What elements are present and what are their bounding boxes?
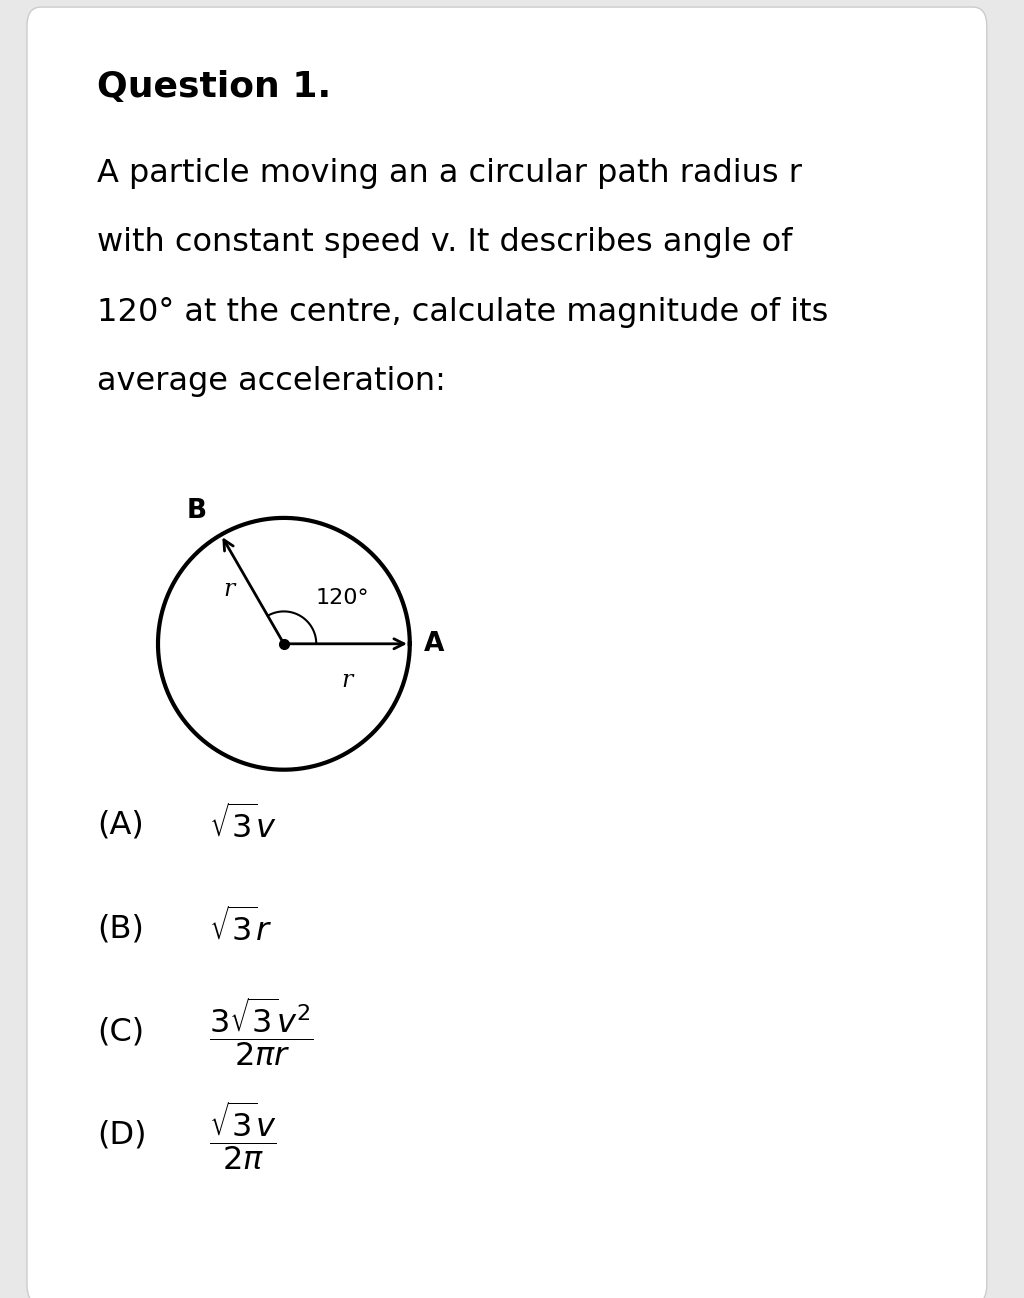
Text: $\dfrac{3\sqrt{3}v^2}{2\pi r}$: $\dfrac{3\sqrt{3}v^2}{2\pi r}$: [209, 996, 313, 1068]
Text: with constant speed v. It describes angle of: with constant speed v. It describes angl…: [97, 227, 793, 258]
Text: B: B: [186, 498, 207, 524]
Text: 120°: 120°: [315, 588, 370, 609]
Text: $\sqrt{3}v$: $\sqrt{3}v$: [209, 806, 276, 845]
Text: Question 1.: Question 1.: [97, 70, 331, 104]
Text: (A): (A): [97, 810, 143, 841]
Text: r: r: [341, 668, 352, 692]
Text: (B): (B): [97, 914, 143, 944]
Text: (D): (D): [97, 1120, 146, 1151]
Text: $\dfrac{\sqrt{3}v}{2\pi}$: $\dfrac{\sqrt{3}v}{2\pi}$: [209, 1098, 276, 1172]
FancyBboxPatch shape: [27, 6, 987, 1298]
Text: A particle moving an a circular path radius r: A particle moving an a circular path rad…: [97, 158, 802, 190]
Text: $\sqrt{3}r$: $\sqrt{3}r$: [209, 909, 272, 949]
Text: average acceleration:: average acceleration:: [97, 366, 445, 397]
Text: r: r: [223, 578, 234, 601]
Text: A: A: [424, 631, 444, 657]
Text: 120° at the centre, calculate magnitude of its: 120° at the centre, calculate magnitude …: [97, 297, 828, 327]
Text: (C): (C): [97, 1016, 144, 1047]
